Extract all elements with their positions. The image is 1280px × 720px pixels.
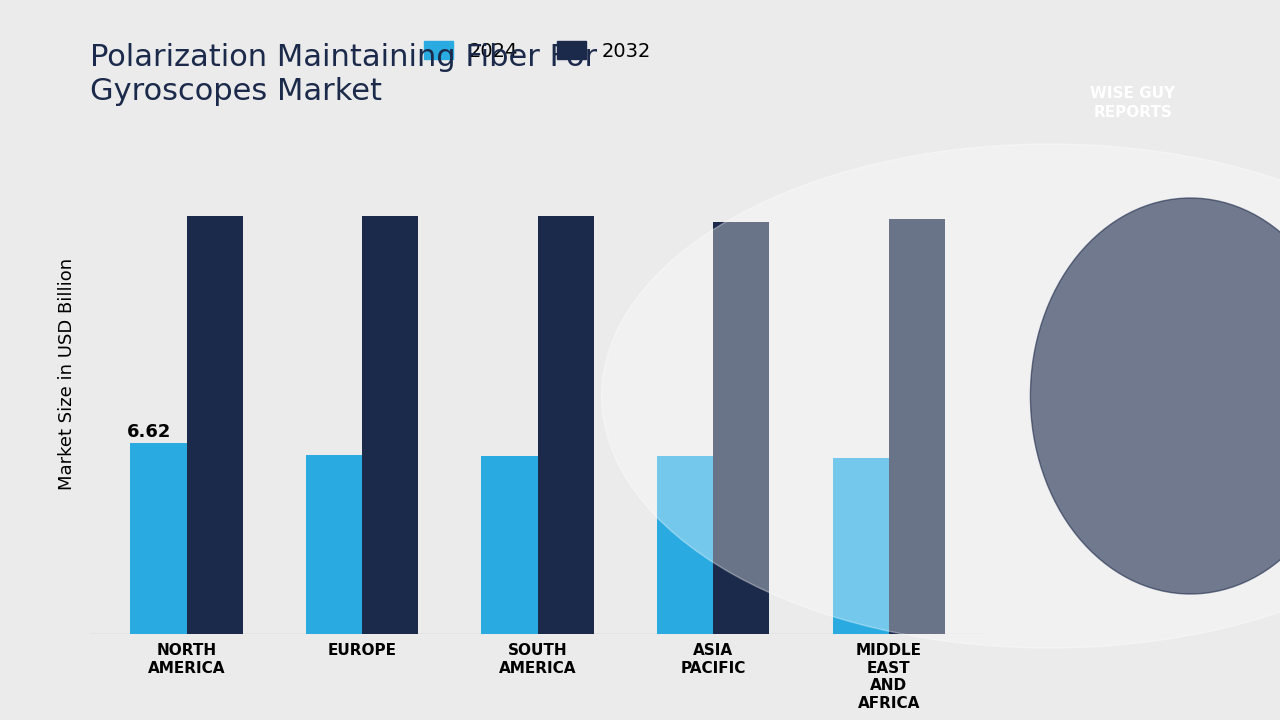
Legend: 2024, 2032: 2024, 2032: [415, 32, 660, 71]
Text: WISE GUY
REPORTS: WISE GUY REPORTS: [1091, 86, 1175, 120]
Y-axis label: Market Size in USD Billion: Market Size in USD Billion: [58, 258, 76, 490]
Text: Polarization Maintaining Fiber For
Gyroscopes Market: Polarization Maintaining Fiber For Gyros…: [90, 43, 596, 106]
Ellipse shape: [1030, 198, 1280, 594]
Bar: [187, 216, 243, 634]
Bar: [131, 443, 187, 634]
Bar: [481, 456, 538, 634]
Bar: [306, 455, 362, 634]
Bar: [657, 456, 713, 634]
Bar: [832, 458, 888, 634]
Text: 6.62: 6.62: [127, 423, 172, 441]
Bar: [538, 216, 594, 634]
Circle shape: [602, 144, 1280, 648]
Bar: [713, 222, 769, 634]
Bar: [888, 219, 945, 634]
Bar: [362, 216, 419, 634]
